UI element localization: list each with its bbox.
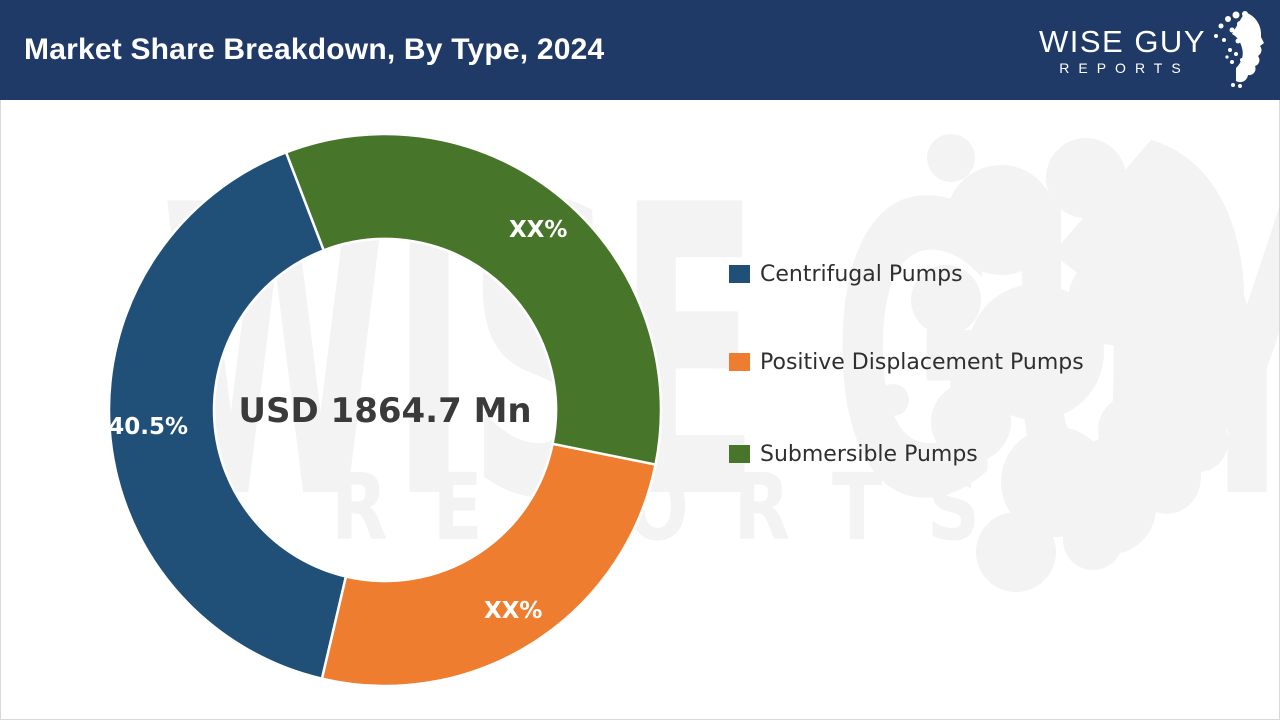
watermark-face-icon xyxy=(877,134,1248,592)
donut-chart: 40.5% XX% XX% USD 1864.7 Mn xyxy=(107,132,663,688)
chart-area: WISE GUY REPORTS 40.5% XX% XX% USD 1864.7 … xyxy=(0,100,1280,720)
face-profile-icon xyxy=(1214,11,1264,88)
legend-item-submersible-pumps: Submersible Pumps xyxy=(729,441,978,467)
legend-item-centrifugal-pumps: Centrifugal Pumps xyxy=(729,261,963,287)
header-bar: Market Share Breakdown, By Type, 2024 WI… xyxy=(0,0,1280,100)
legend-label-positive-displacement-pumps: Positive Displacement Pumps xyxy=(760,349,1084,375)
logo-wordmark: WISE GUY xyxy=(1038,23,1206,59)
wise-guy-logo-text: WISE GUY REPORTS xyxy=(1039,26,1206,75)
wise-guy-logo: WISE GUY REPORTS xyxy=(1039,10,1264,90)
donut-slice-positive-displacement-pumps xyxy=(320,442,657,688)
slice-label-centrifugal-pumps: 40.5% xyxy=(108,414,188,440)
slice-label-submersible-pumps: XX% xyxy=(509,217,568,243)
legend-label-submersible-pumps: Submersible Pumps xyxy=(760,441,978,467)
legend-swatch-submersible-pumps xyxy=(729,445,750,463)
center-value-label: USD 1864.7 Mn xyxy=(238,391,531,431)
donut-slice-submersible-pumps xyxy=(284,132,663,466)
logo-subtitle: REPORTS xyxy=(1059,59,1190,76)
legend-swatch-positive-displacement-pumps xyxy=(729,353,750,371)
slice-label-positive-displacement-pumps: XX% xyxy=(484,598,543,624)
legend-item-positive-displacement-pumps: Positive Displacement Pumps xyxy=(729,349,1084,375)
legend-swatch-centrifugal-pumps xyxy=(729,265,750,283)
legend-label-centrifugal-pumps: Centrifugal Pumps xyxy=(760,261,963,287)
donut-slice-centrifugal-pumps xyxy=(107,151,348,680)
page-title: Market Share Breakdown, By Type, 2024 xyxy=(24,33,605,66)
